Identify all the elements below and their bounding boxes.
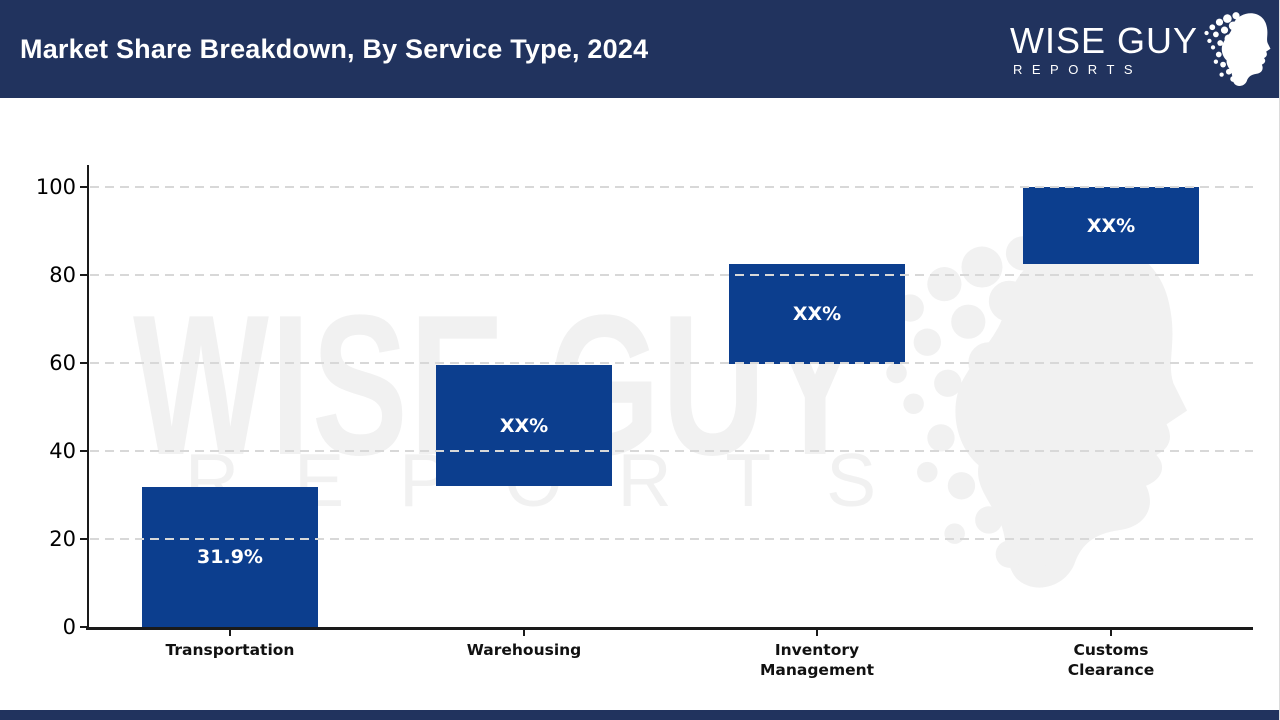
footer-bar [0,710,1279,720]
bar-value-label: 31.9% [197,545,263,568]
wise-guy-reports-logo: WISE GUY REPORTS [1010,10,1272,89]
x-tick-4 [1110,630,1112,636]
bar-customs-clearance: XX% [1023,187,1199,264]
x-axis-label: Customs Clearance [1067,641,1155,679]
x-tick-3 [816,630,818,636]
y-tick-20 [80,538,88,540]
x-axis-label: Inventory Management [759,641,875,679]
x-axis-label: Warehousing [466,641,582,659]
y-tick-label-100: 100 [35,175,76,199]
x-axis-label: Transportation [165,641,295,659]
gridline-100 [90,186,1253,188]
logo-text: WISE GUY REPORTS [1009,19,1198,77]
y-tick-80 [80,274,88,276]
bar-value-label: XX% [792,303,842,326]
y-tick-60 [80,362,88,364]
gridline-20 [90,538,1253,540]
y-tick-40 [80,450,88,452]
x-tick-1 [229,630,231,636]
y-tick-100 [80,186,88,188]
logo-wordmark: WISE GUY [1009,19,1198,61]
y-axis-line [87,165,89,629]
x-axis-line [86,627,1253,630]
header-bar: Market Share Breakdown, By Service Type,… [0,0,1279,98]
bar-inventory-management: XX% [729,264,905,365]
dotted-head-icon [1204,11,1271,86]
gridline-80 [90,274,1253,276]
y-tick-label-40: 40 [49,439,76,463]
logo-subtitle: REPORTS [1012,61,1143,77]
bar-value-label: XX% [499,414,549,437]
x-tick-2 [523,630,525,636]
bar-warehousing: XX% [436,365,612,487]
bar-transportation: 31.9% [142,486,318,627]
y-tick-label-0: 0 [62,615,76,639]
y-tick-label-60: 60 [49,351,76,375]
bar-value-label: XX% [1086,214,1136,237]
y-tick-label-20: 20 [49,527,76,551]
gridline-60 [90,362,1253,364]
gridline-40 [90,450,1253,452]
plot-area: WISE GUY REPORTS 02040608010031.9%Transp… [0,98,1279,710]
page-title: Market Share Breakdown, By Service Type,… [20,33,649,64]
y-tick-0 [80,626,88,628]
y-tick-label-80: 80 [49,263,76,287]
